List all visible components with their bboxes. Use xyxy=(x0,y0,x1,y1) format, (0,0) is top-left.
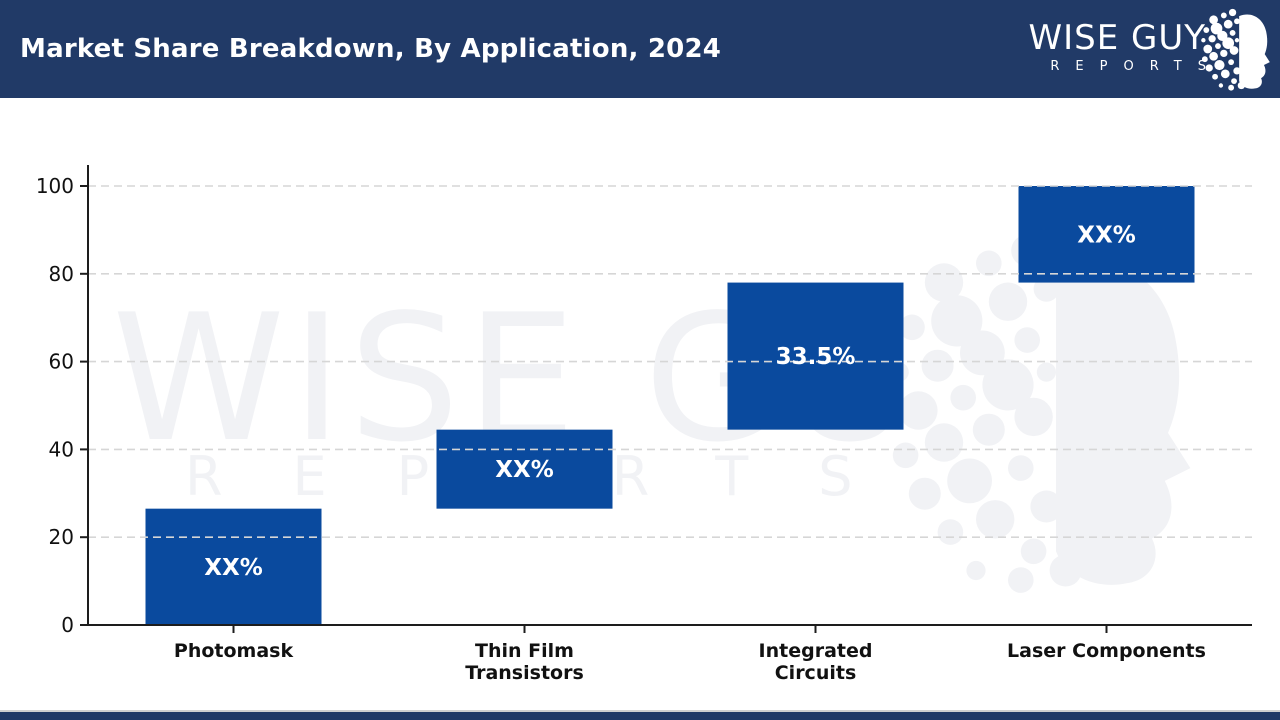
bar-integrated-circuits xyxy=(727,282,904,430)
x-category-label-integrated-circuits: Circuits xyxy=(775,662,857,684)
page-title: Market Share Breakdown, By Application, … xyxy=(20,34,722,64)
y-tick-label-60: 60 xyxy=(49,350,74,374)
y-tick-label-20: 20 xyxy=(49,525,74,549)
bar-value-label-thin-film-transistors: XX% xyxy=(495,457,554,483)
bar-laser-components xyxy=(1018,186,1195,283)
y-tick-label-80: 80 xyxy=(49,262,74,286)
brand-logo: WISE GUY REPORTS xyxy=(1002,0,1272,98)
bar-thin-film-transistors xyxy=(436,429,613,509)
brand-subname: REPORTS xyxy=(1050,59,1222,74)
x-category-label-laser-components: Laser Components xyxy=(1007,640,1206,662)
header-bar: Market Share Breakdown, By Application, … xyxy=(0,0,1280,98)
y-tick-label-40: 40 xyxy=(49,437,74,461)
x-category-label-photomask: Photomask xyxy=(174,640,294,662)
bar-photomask xyxy=(145,508,322,625)
x-category-label-thin-film-transistors: Transistors xyxy=(465,662,584,684)
bar-value-label-integrated-circuits: 33.5% xyxy=(776,344,856,370)
brand-name: WISE GUY xyxy=(1028,18,1206,58)
x-category-label-thin-film-transistors: Thin Film xyxy=(475,640,574,662)
bar-value-label-laser-components: XX% xyxy=(1077,222,1136,248)
x-category-label-integrated-circuits: Integrated xyxy=(759,640,873,662)
y-tick-label-100: 100 xyxy=(36,174,74,198)
footer-divider xyxy=(0,710,1280,712)
bar-value-label-photomask: XX% xyxy=(204,555,263,581)
brand-dotted-face-icon xyxy=(1199,5,1272,93)
y-tick-label-0: 0 xyxy=(61,613,74,637)
footer-bar xyxy=(0,712,1280,720)
